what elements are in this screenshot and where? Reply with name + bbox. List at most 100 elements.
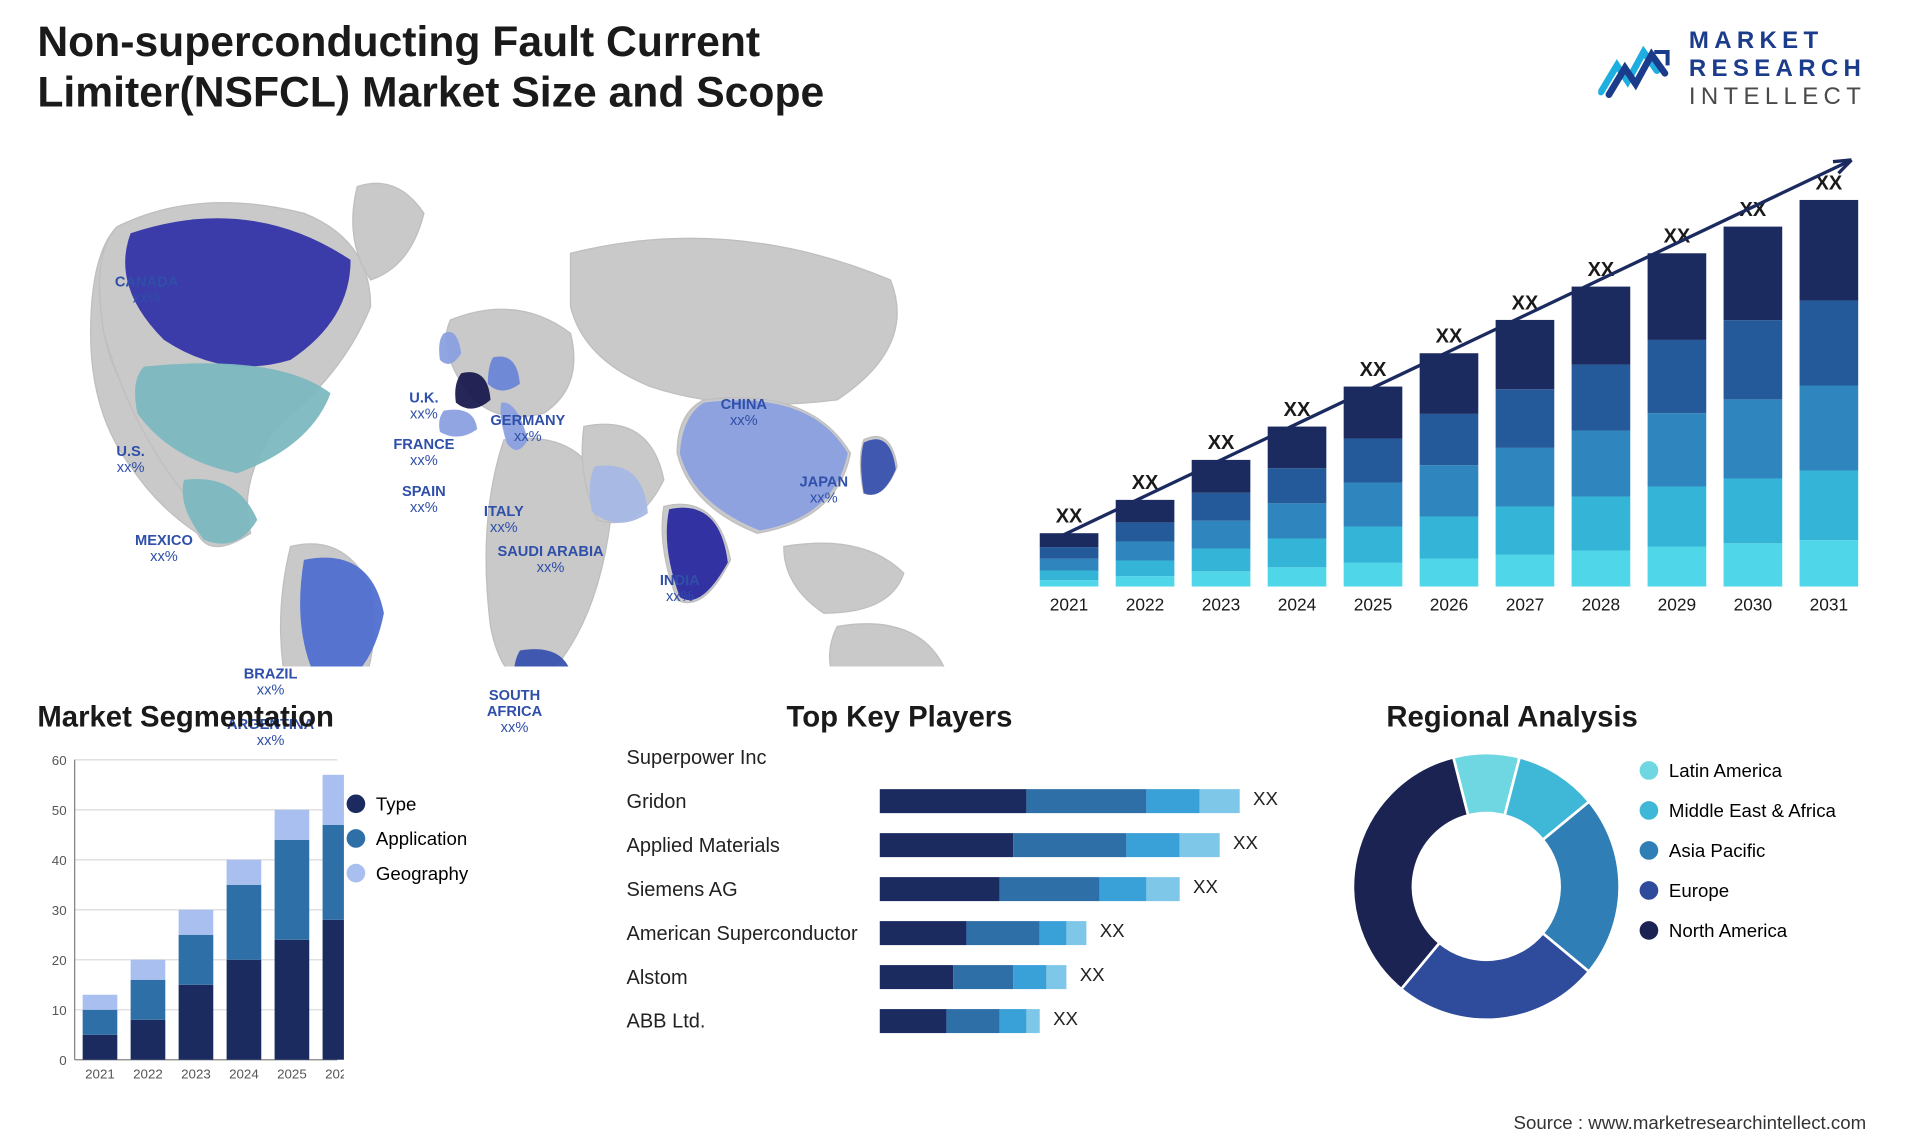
svg-text:2028: 2028 — [1582, 595, 1621, 615]
player-bar-seg — [1146, 789, 1199, 813]
svg-text:2021: 2021 — [1050, 595, 1089, 615]
world-map-panel: CANADAxx%U.S.xx%MEXICOxx%BRAZILxx%ARGENT… — [37, 133, 970, 666]
player-name: Superpower Inc — [627, 746, 880, 769]
swatch-icon — [1640, 801, 1659, 820]
player-bar-seg — [966, 921, 1039, 945]
map-label-mexico: MEXICOxx% — [111, 533, 218, 565]
svg-text:2023: 2023 — [181, 1066, 211, 1081]
player-value: XX — [1080, 964, 1105, 985]
svg-text:2021: 2021 — [85, 1066, 115, 1081]
region-legend-label: North America — [1669, 920, 1787, 941]
growth-chart: XX2021XX2022XX2023XX2024XX2025XX2026XX20… — [1013, 133, 1866, 640]
map-label-canada: CANADAxx% — [93, 275, 200, 307]
player-bar-seg — [1000, 877, 1100, 901]
swatch-icon — [347, 864, 366, 883]
player-name: Gridon — [627, 790, 880, 813]
svg-text:2025: 2025 — [277, 1066, 307, 1081]
segmentation-header: Market Segmentation — [37, 700, 334, 735]
world-map-icon — [37, 133, 970, 666]
svg-text:50: 50 — [52, 803, 67, 818]
player-name: Alstom — [627, 966, 880, 989]
region-legend-item: Latin America — [1640, 760, 1836, 781]
regional-legend: Latin AmericaMiddle East & AfricaAsia Pa… — [1640, 760, 1836, 960]
swatch-icon — [347, 829, 366, 848]
player-bar-seg — [1066, 921, 1086, 945]
svg-text:30: 30 — [52, 903, 67, 918]
player-bar-seg — [880, 1009, 947, 1033]
region-legend-label: Middle East & Africa — [1669, 800, 1836, 821]
region-legend-label: Latin America — [1669, 760, 1782, 781]
region-legend-item: Middle East & Africa — [1640, 800, 1836, 821]
page-title: Non-superconducting Fault Current Limite… — [37, 16, 1023, 118]
swatch-icon — [347, 794, 366, 813]
player-value: XX — [1253, 788, 1278, 809]
player-bar: XX — [880, 921, 1087, 945]
region-legend-item: North America — [1640, 920, 1836, 941]
player-bar: XX — [880, 789, 1240, 813]
player-bar-seg — [1013, 965, 1046, 989]
map-label-south-africa: SOUTH AFRICAxx% — [461, 688, 568, 736]
seg-legend-label: Application — [376, 828, 467, 849]
seg-legend-geography: Geography — [347, 862, 469, 883]
source-label: Source : www.marketresearchintellect.com — [1514, 1112, 1867, 1133]
segmentation-chart-svg: 0102030405060202120222023202420252026 — [37, 746, 344, 1093]
player-bar-seg — [1046, 965, 1066, 989]
svg-text:0: 0 — [59, 1053, 66, 1068]
player-row: Superpower Inc — [627, 740, 880, 775]
player-row: GridonXX — [627, 784, 1240, 819]
player-value: XX — [1233, 832, 1258, 853]
player-value: XX — [1100, 920, 1125, 941]
seg-legend-label: Type — [376, 793, 416, 814]
map-label-japan: JAPANxx% — [770, 475, 877, 507]
player-bar-seg — [1146, 877, 1179, 901]
player-name: Applied Materials — [627, 834, 880, 857]
seg-legend-application: Application — [347, 828, 469, 849]
svg-text:20: 20 — [52, 953, 67, 968]
player-bar-seg — [1013, 833, 1126, 857]
player-bar-seg — [1100, 877, 1147, 901]
brand-mark-icon — [1598, 38, 1673, 99]
svg-text:XX: XX — [1056, 506, 1083, 528]
map-label-brazil: BRAZILxx% — [217, 667, 324, 699]
svg-text:2026: 2026 — [325, 1066, 344, 1081]
player-bar: XX — [880, 877, 1180, 901]
player-bar-seg — [1180, 833, 1220, 857]
svg-text:2024: 2024 — [1278, 595, 1317, 615]
svg-text:2025: 2025 — [1354, 595, 1393, 615]
brand-line1: MARKET — [1689, 27, 1866, 55]
map-label-china: CHINAxx% — [690, 397, 797, 429]
growth-chart-svg: XX2021XX2022XX2023XX2024XX2025XX2026XX20… — [1013, 133, 1866, 640]
svg-text:XX: XX — [1436, 326, 1463, 348]
swatch-icon — [1640, 881, 1659, 900]
svg-text:10: 10 — [52, 1003, 67, 1018]
player-value: XX — [1053, 1008, 1078, 1029]
svg-text:2024: 2024 — [229, 1066, 259, 1081]
players-header: Top Key Players — [786, 700, 1012, 735]
region-legend-item: Europe — [1640, 880, 1836, 901]
map-label-germany: GERMANYxx% — [475, 413, 582, 445]
player-bar-seg — [880, 921, 967, 945]
player-bar: XX — [880, 1009, 1040, 1033]
map-label-france: FRANCExx% — [371, 437, 478, 469]
players-chart: Superpower IncGridonXXApplied MaterialsX… — [627, 740, 1320, 1100]
player-name: American Superconductor — [627, 922, 880, 945]
player-bar-seg — [953, 965, 1013, 989]
brand-logo: MARKET RESEARCH INTELLECT — [1598, 27, 1866, 111]
player-row: American SuperconductorXX — [627, 916, 1087, 951]
player-bar-seg — [1200, 789, 1240, 813]
brand-line3: INTELLECT — [1689, 83, 1866, 111]
map-label-u-s-: U.S.xx% — [77, 444, 184, 476]
region-legend-label: Europe — [1669, 880, 1729, 901]
player-bar-seg — [880, 789, 1027, 813]
svg-text:2023: 2023 — [1202, 595, 1241, 615]
player-row: Siemens AGXX — [627, 872, 1180, 907]
svg-text:XX: XX — [1208, 432, 1235, 454]
svg-text:2026: 2026 — [1430, 595, 1469, 615]
player-bar-seg — [880, 877, 1000, 901]
svg-text:2029: 2029 — [1658, 595, 1697, 615]
brand-line2: RESEARCH — [1689, 55, 1866, 83]
player-value: XX — [1193, 876, 1218, 897]
donut-svg — [1346, 746, 1626, 1026]
svg-text:2022: 2022 — [1126, 595, 1165, 615]
player-bar-seg — [880, 965, 953, 989]
